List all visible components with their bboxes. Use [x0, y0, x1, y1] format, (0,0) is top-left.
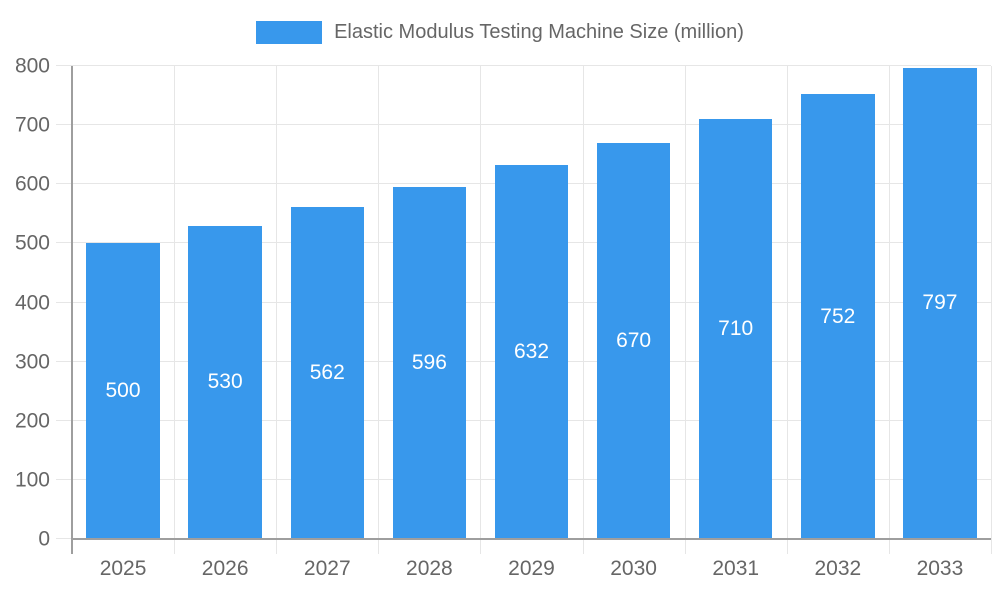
- x-axis-tick-label: 2030: [610, 557, 657, 580]
- bar[interactable]: 596: [392, 186, 467, 539]
- bar-value-label: 562: [309, 360, 345, 384]
- gridline-vertical: [480, 66, 482, 554]
- x-axis-tick-label: 2028: [406, 557, 453, 580]
- bar[interactable]: 530: [188, 225, 262, 539]
- y-axis-tick-label: 800: [14, 54, 50, 78]
- y-axis-tick-label: 400: [14, 291, 50, 314]
- x-axis-tick-label: 2026: [201, 557, 249, 580]
- bar-value-label: 596: [411, 350, 447, 374]
- gridline-vertical: [888, 66, 890, 554]
- x-axis-line: [72, 538, 991, 540]
- legend-swatch: [256, 20, 323, 44]
- x-axis-tick-label: 2032: [814, 557, 862, 580]
- legend-item[interactable]: Elastic Modulus Testing Machine Size (mi…: [0, 19, 1000, 45]
- bar[interactable]: 562: [290, 206, 365, 539]
- plot-area: 500 530 562 596 632 670 710 752 797: [56, 65, 992, 554]
- bar[interactable]: 500: [86, 243, 160, 539]
- y-axis-line: [71, 66, 73, 554]
- bar-value-label: 500: [105, 379, 141, 403]
- x-axis-tick-label: 2025: [99, 557, 147, 580]
- bar-value-label: 670: [616, 328, 652, 352]
- y-axis-tick-label: 700: [14, 113, 50, 137]
- y-axis-tick-label: 300: [14, 350, 50, 374]
- gridline-vertical: [276, 66, 278, 554]
- x-axis-tick-label: 2027: [303, 557, 351, 580]
- y-axis-tick-label: 500: [14, 231, 50, 255]
- bar[interactable]: 797: [903, 67, 977, 539]
- bar-value-label: 710: [718, 317, 754, 341]
- y-axis-tick-labels: 0 100 200 300 400 500 600 700 800: [0, 56, 50, 550]
- y-axis-tick-label: 200: [14, 409, 50, 433]
- gridline-horizontal: [56, 65, 991, 66]
- bar[interactable]: 632: [494, 165, 569, 539]
- x-axis-tick-labels: 2025 2026 2027 2028 2029 2030 2031 2032 2033: [72, 557, 991, 583]
- x-axis-tick-label: 2029: [508, 557, 555, 580]
- gridline-vertical: [174, 66, 176, 554]
- gridline-horizontal: [56, 124, 991, 126]
- y-axis-tick-label: 0: [38, 527, 50, 551]
- gridline-vertical: [991, 66, 992, 554]
- bar-value-label: 797: [922, 291, 958, 315]
- gridline-vertical: [684, 66, 686, 554]
- legend-label: Elastic Modulus Testing Machine Size (mi…: [334, 20, 744, 43]
- gridline-vertical: [582, 66, 584, 554]
- bar[interactable]: 710: [698, 119, 773, 539]
- y-axis-tick-label: 600: [14, 172, 50, 196]
- y-axis-tick-label: 100: [14, 468, 50, 492]
- bar[interactable]: 752: [801, 94, 875, 539]
- gridline-vertical: [786, 66, 788, 554]
- bar[interactable]: 670: [596, 142, 671, 539]
- gridline-vertical: [378, 66, 380, 554]
- x-axis-tick-label: 2031: [712, 557, 760, 580]
- bar-value-label: 632: [513, 340, 550, 364]
- bar-value-label: 752: [820, 304, 856, 328]
- bar-value-label: 530: [207, 370, 243, 394]
- x-axis-tick-label: 2033: [916, 557, 964, 580]
